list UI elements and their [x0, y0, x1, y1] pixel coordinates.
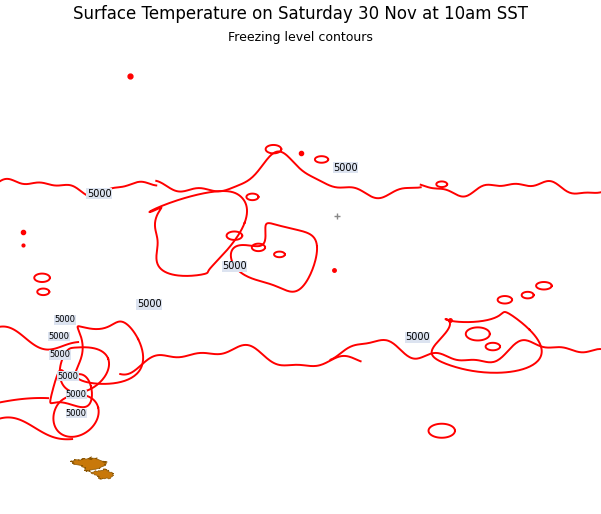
Polygon shape — [70, 457, 108, 471]
Polygon shape — [91, 469, 114, 479]
Text: 5000: 5000 — [58, 372, 78, 380]
Text: 5000: 5000 — [137, 300, 161, 309]
Text: 5000: 5000 — [66, 390, 87, 399]
Text: 5000: 5000 — [66, 409, 87, 418]
Text: Freezing level contours: Freezing level contours — [228, 31, 373, 44]
Text: 5000: 5000 — [49, 332, 69, 341]
Text: 5000: 5000 — [222, 261, 246, 271]
Text: 5000: 5000 — [55, 316, 75, 324]
Text: Surface Temperature on Saturday 30 Nov at 10am SST: Surface Temperature on Saturday 30 Nov a… — [73, 5, 528, 23]
Text: 5000: 5000 — [334, 163, 358, 173]
Text: 5000: 5000 — [406, 332, 430, 342]
Text: 5000: 5000 — [50, 351, 70, 359]
Text: 5000: 5000 — [87, 189, 111, 198]
